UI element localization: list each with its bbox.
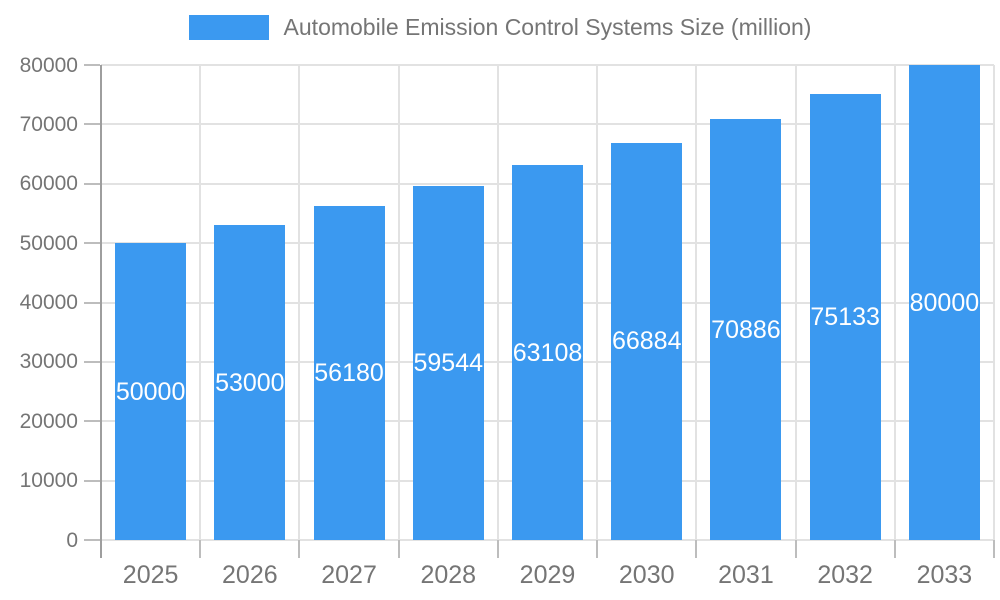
bar-value-label-2028: 59544 (413, 349, 484, 378)
x-axis-tick (199, 540, 202, 558)
y-axis-tick (84, 182, 100, 185)
bar-2033: 80000 (908, 65, 980, 540)
bar-2031: 70886 (710, 119, 782, 540)
bar-value-label-2027: 56180 (314, 359, 384, 388)
x-axis-tick-label-2026: 2026 (222, 561, 278, 589)
x-axis-tick-label-2028: 2028 (420, 561, 477, 589)
bar-value-label-2033: 80000 (909, 288, 980, 317)
gridline-horizontal (101, 539, 994, 541)
y-axis-tick (84, 64, 100, 66)
bar-2030: 66884 (611, 142, 683, 540)
x-axis-tick (893, 540, 896, 558)
gridline-vertical (397, 65, 400, 540)
x-axis-tick-label-2033: 2033 (916, 561, 973, 589)
x-axis-tick-label-2032: 2032 (817, 561, 873, 589)
y-axis-tick-label: 60000 (19, 172, 78, 196)
x-axis-tick-label-2031: 2031 (718, 561, 774, 589)
y-axis-tick-label: 10000 (19, 469, 78, 493)
legend-swatch (188, 15, 269, 40)
y-axis-tick (84, 420, 100, 423)
x-axis-tick (298, 540, 301, 558)
y-axis-tick-label: 50000 (19, 231, 78, 255)
bar-2032: 75133 (809, 93, 881, 540)
x-axis-tick-label-2029: 2029 (519, 561, 576, 589)
y-axis-tick-label: 70000 (19, 112, 78, 136)
gridline-vertical (993, 65, 995, 540)
y-axis-tick (84, 123, 100, 126)
x-axis-tick (695, 540, 698, 558)
gridline-vertical (199, 65, 202, 540)
y-axis-tick (84, 360, 100, 363)
gridline-horizontal (101, 64, 994, 66)
x-axis-tick (993, 540, 995, 558)
y-axis-tick (84, 301, 100, 304)
gridline-vertical (298, 65, 301, 540)
x-axis-tick (496, 540, 499, 558)
x-axis-tick (794, 540, 797, 558)
x-axis-tick-label-2025: 2025 (122, 561, 179, 589)
legend: Automobile Emission Control Systems Size… (0, 14, 1000, 41)
bar-value-label-2025: 50000 (115, 377, 186, 406)
gridline-horizontal (101, 123, 994, 126)
gridline-vertical (496, 65, 499, 540)
gridline-vertical (893, 65, 896, 540)
x-axis-tick (397, 540, 400, 558)
y-axis-tick-label: 30000 (19, 350, 78, 374)
bar-value-label-2031: 70886 (711, 315, 781, 344)
bar-2026: 53000 (214, 225, 286, 540)
y-axis-tick (84, 479, 100, 482)
x-axis-tick-label-2027: 2027 (321, 561, 377, 589)
y-axis-tick-label: 20000 (19, 409, 78, 433)
gridline-vertical (794, 65, 797, 540)
y-axis-tick-label: 40000 (19, 291, 78, 314)
bar-value-label-2029: 63108 (512, 338, 583, 367)
y-axis-tick (84, 539, 100, 541)
bar-2028: 59544 (412, 186, 484, 540)
x-axis-tick (596, 540, 599, 558)
y-axis-tick (84, 242, 100, 245)
y-axis-tick-label: 0 (66, 528, 78, 552)
bar-2025: 50000 (115, 243, 187, 540)
gridline-vertical (596, 65, 599, 540)
bar-value-label-2030: 66884 (611, 327, 682, 356)
bar-2029: 63108 (512, 165, 583, 540)
bar-value-label-2032: 75133 (810, 302, 880, 331)
bar-value-label-2026: 53000 (215, 368, 285, 397)
x-axis-tick-label-2030: 2030 (618, 561, 675, 589)
y-axis-line (100, 65, 102, 558)
y-axis-tick-label: 80000 (19, 53, 78, 77)
gridline-vertical (695, 65, 698, 540)
legend-series-label: Automobile Emission Control Systems Size… (283, 14, 812, 40)
plot-area: 0 10000 20000 30000 40000 50000 60000 70000 8000… (20, 55, 995, 589)
bar-2027: 56180 (313, 206, 385, 540)
